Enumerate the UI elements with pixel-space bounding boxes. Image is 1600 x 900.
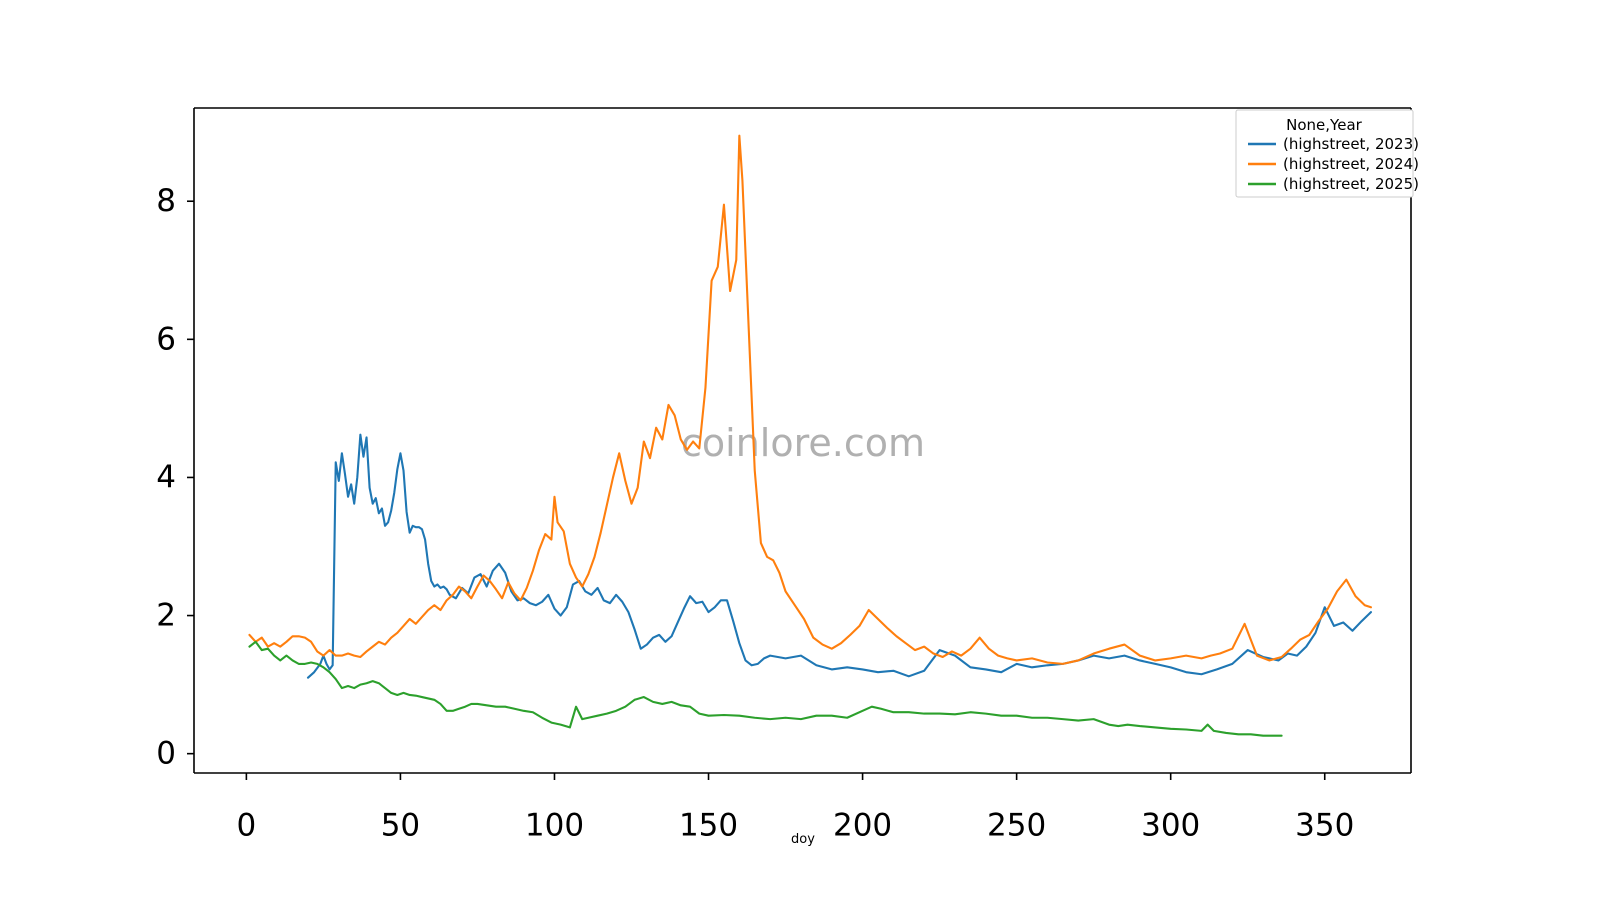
series-line-1 xyxy=(248,134,1372,665)
y-tick-label: 8 xyxy=(156,183,176,219)
x-tick-label: 200 xyxy=(833,807,892,843)
legend[interactable]: None,Year (highstreet, 2023)(highstreet,… xyxy=(1235,109,1419,198)
series-line-2 xyxy=(248,640,1283,737)
y-tick-label: 6 xyxy=(156,321,176,357)
x-tick-label: 350 xyxy=(1295,807,1354,843)
y-tick-label: 0 xyxy=(156,736,176,772)
x-tick-label: 100 xyxy=(525,807,584,843)
y-axis-ticks: 0 2 4 6 8 xyxy=(156,183,194,772)
legend-label-0: (highstreet, 2023) xyxy=(1283,135,1419,153)
y-tick-label: 4 xyxy=(156,459,176,495)
legend-background xyxy=(1235,109,1414,198)
x-tick-label: 50 xyxy=(381,807,420,843)
x-tick-label: 150 xyxy=(679,807,738,843)
watermark-text: coinlore.com xyxy=(681,421,925,465)
x-axis-label: doy xyxy=(791,832,815,847)
y-tick-label: 2 xyxy=(156,598,176,634)
x-axis-ticks: 0 50 100 150 200 250 300 350 xyxy=(237,773,1354,843)
x-tick-label: 300 xyxy=(1141,807,1200,843)
legend-title: None,Year xyxy=(1286,116,1362,134)
legend-label-2: (highstreet, 2025) xyxy=(1283,175,1419,193)
legend-entries: (highstreet, 2023) (highstreet, 2024) (hig… xyxy=(1248,135,1419,193)
legend-label-1: (highstreet, 2024) xyxy=(1283,155,1419,173)
x-tick-label: 250 xyxy=(987,807,1046,843)
series-group xyxy=(248,134,1372,737)
x-tick-label: 0 xyxy=(237,807,257,843)
plot-area-background xyxy=(194,108,1411,773)
